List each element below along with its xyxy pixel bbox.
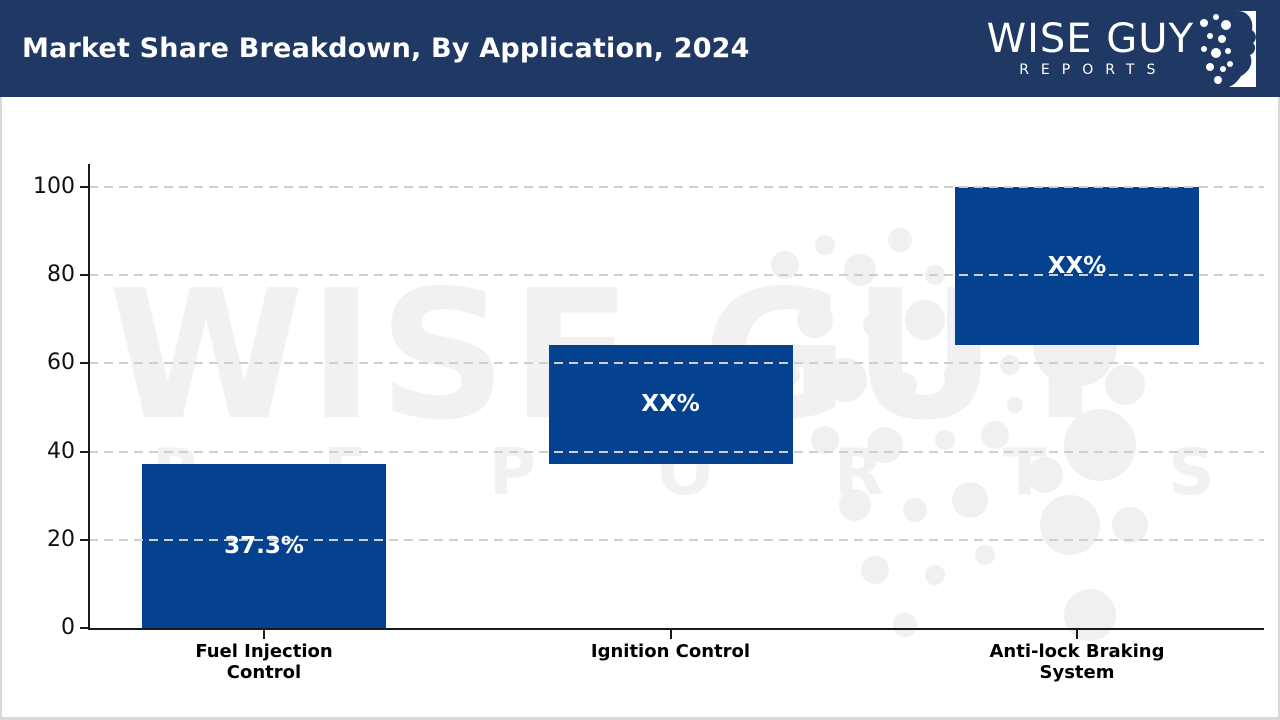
logo-subtext: REPORTS <box>1019 62 1168 78</box>
x-category-label-anti-lock-braking-system: Anti-lock Braking System <box>917 641 1237 683</box>
y-tick-label-20: 20 <box>47 526 75 552</box>
x-category-label-ignition-control: Ignition Control <box>511 641 831 662</box>
header-bar: Market Share Breakdown, By Application, … <box>0 0 1280 97</box>
y-tick-mark-100 <box>80 186 89 188</box>
y-tick-label-60: 60 <box>47 350 75 376</box>
y-tick-mark-80 <box>80 274 89 277</box>
bar-fuel-injection-control: 37.3% <box>142 463 386 628</box>
x-tick-mark-0 <box>263 630 265 639</box>
gridline-100 <box>89 186 1264 188</box>
bar-value-label: 37.3% <box>224 532 304 559</box>
bar-value-label: XX% <box>641 391 700 418</box>
category-label-line: Fuel Injection <box>195 641 333 662</box>
bar-ignition-control: XX% <box>548 344 793 464</box>
x-axis-line <box>88 628 1264 630</box>
y-tick-label-40: 40 <box>47 438 75 464</box>
y-tick-label-80: 80 <box>47 262 75 288</box>
y-tick-mark-40 <box>80 450 89 453</box>
gridline-20 <box>89 538 1264 541</box>
category-label-line: System <box>1039 662 1115 683</box>
category-label-line: Ignition Control <box>590 641 751 662</box>
y-tick-mark-0 <box>80 627 89 629</box>
gridline-40 <box>89 450 1264 453</box>
y-tick-mark-20 <box>80 538 89 541</box>
y-tick-label-0: 0 <box>61 615 75 640</box>
category-label-line: Anti-lock Braking <box>989 641 1165 662</box>
x-tick-mark-2 <box>1076 630 1078 639</box>
x-category-label-fuel-injection-control: Fuel Injection Control <box>104 641 424 683</box>
bar-anti-lock-braking-system: XX% <box>955 187 1199 345</box>
logo-face-icon <box>1200 10 1256 87</box>
x-tick-mark-1 <box>669 630 672 639</box>
gridline-60 <box>89 362 1264 365</box>
y-axis-line <box>88 164 90 630</box>
y-tick-mark-60 <box>80 362 89 365</box>
category-label-line: Control <box>226 662 302 683</box>
logo-wordmark: WISE GUY <box>986 16 1194 62</box>
y-tick-label-100: 100 <box>33 174 75 199</box>
page-title: Market Share Breakdown, By Application, … <box>22 33 750 64</box>
brand-logo: WISE GUY REPORTS <box>987 9 1258 89</box>
gridline-80 <box>89 274 1264 277</box>
